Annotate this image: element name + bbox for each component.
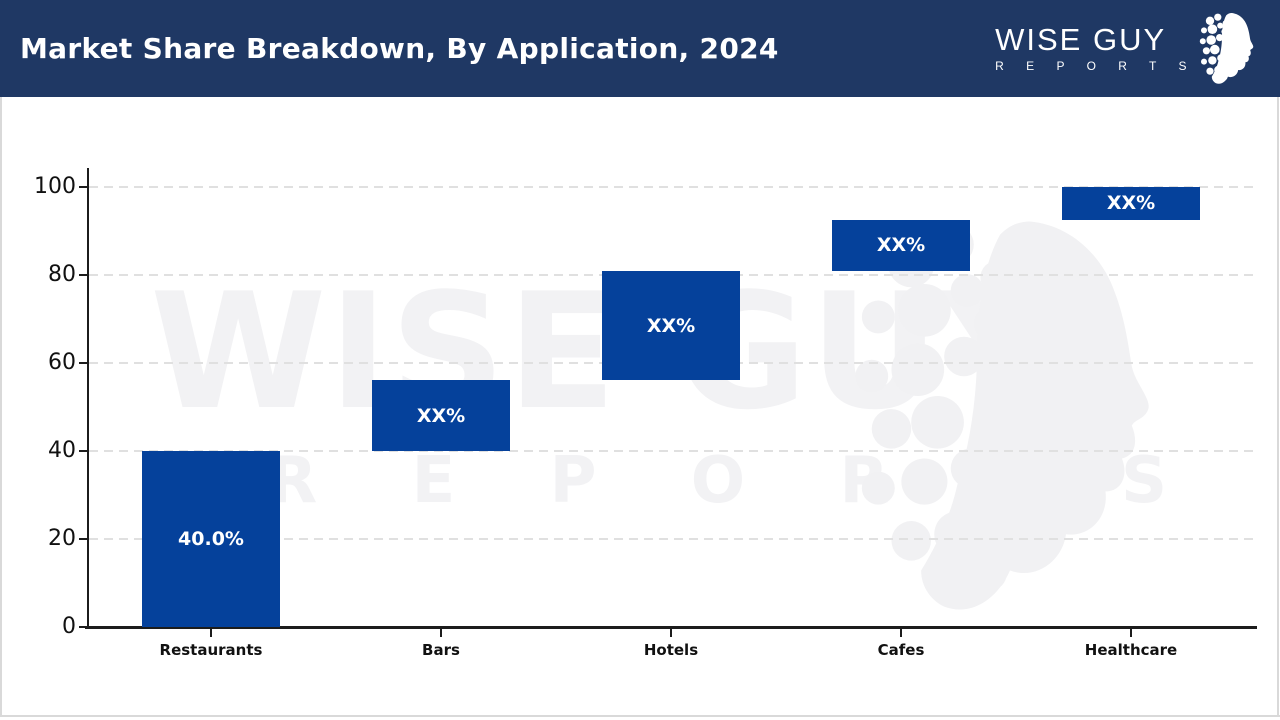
x-tick [210, 629, 212, 637]
waterfall-bar: XX% [602, 271, 740, 381]
waterfall-bar: XX% [832, 219, 970, 272]
waterfall-bar: XX% [372, 380, 510, 451]
y-tick [79, 537, 87, 540]
y-tick [79, 273, 87, 276]
page-title: Market Share Breakdown, By Application, … [20, 32, 779, 65]
x-category-label: Hotels [643, 641, 699, 659]
header-bar: Market Share Breakdown, By Application, … [0, 0, 1280, 97]
bar-value-label: XX% [416, 404, 466, 427]
x-category-label: Cafes [877, 641, 925, 659]
brand-logo: WISE GUY R E P O R T S [995, 9, 1258, 89]
y-tick-label: 100 [34, 173, 76, 199]
brand-logo-text: WISE GUY R E P O R T S [995, 22, 1196, 73]
frame-border-right [1277, 0, 1279, 717]
y-axis-line [87, 168, 89, 629]
x-category-label: Healthcare [1084, 641, 1178, 659]
x-tick [1130, 629, 1132, 637]
gridline [89, 537, 1255, 540]
x-tick [670, 629, 672, 637]
x-tick [900, 629, 902, 637]
y-tick-label: 40 [48, 437, 76, 463]
y-tick [79, 185, 87, 188]
frame-border-left [0, 0, 2, 717]
x-category-label: Restaurants [159, 641, 263, 659]
y-tick-label: 80 [48, 261, 76, 287]
y-tick-label: 20 [48, 525, 76, 551]
x-axis-line [85, 626, 1257, 629]
y-tick-label: 60 [48, 349, 76, 375]
waterfall-bar: 40.0% [142, 450, 280, 627]
y-tick [79, 449, 87, 452]
brand-subname: R E P O R T S [995, 58, 1196, 73]
bar-value-label: XX% [876, 234, 926, 257]
bar-value-label: 40.0% [178, 527, 244, 550]
brand-name: WISE GUY [995, 22, 1167, 58]
gridline [89, 449, 1255, 452]
gridline [89, 185, 1255, 188]
bar-value-label: XX% [646, 314, 696, 337]
bar-value-label: XX% [1106, 192, 1156, 215]
y-tick-label: 0 [62, 614, 76, 639]
y-tick [79, 361, 87, 364]
x-category-label: Bars [422, 641, 460, 659]
y-tick [79, 626, 87, 628]
waterfall-bar: XX% [1062, 186, 1200, 220]
brand-face-icon [1198, 9, 1258, 89]
frame-border-bottom [0, 715, 1280, 717]
x-tick [440, 629, 442, 637]
